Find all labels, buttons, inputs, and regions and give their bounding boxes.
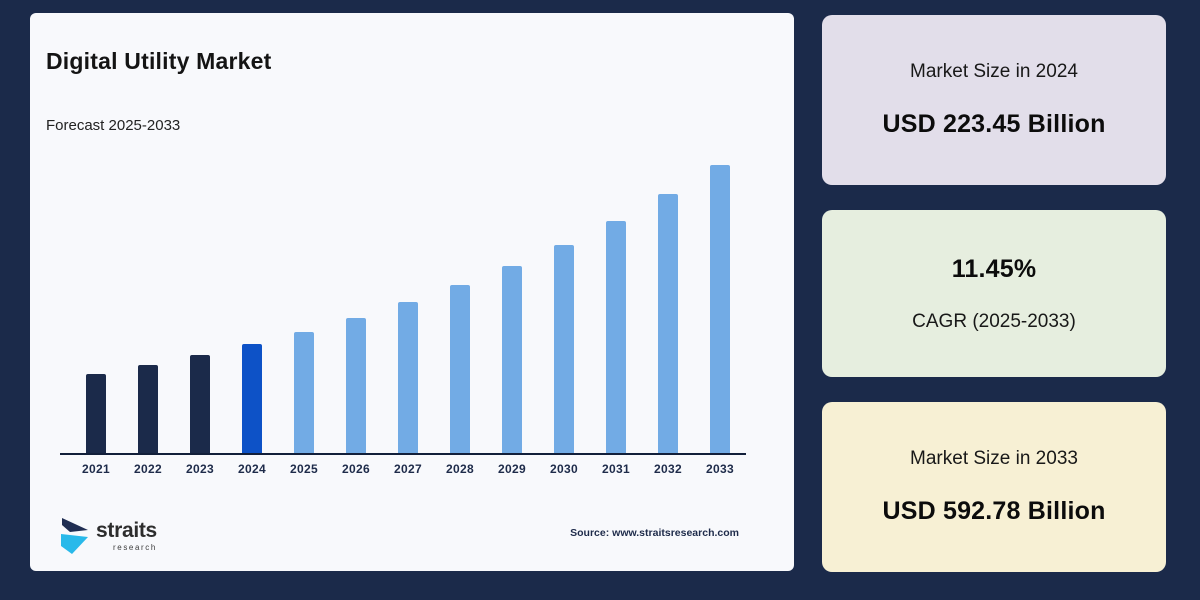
chart-subtitle: Forecast 2025-2033 (46, 117, 181, 134)
x-axis-label-2027: 2027 (394, 462, 422, 476)
stat-card-label: CAGR (2025-2033) (912, 310, 1076, 332)
bar-column-2029 (486, 266, 538, 453)
x-axis-label-2033: 2033 (706, 462, 734, 476)
bar-plot (60, 163, 746, 455)
bar-column-2031 (590, 221, 642, 453)
stat-card-value: 11.45% (951, 254, 1037, 283)
logo-text: straits research (96, 519, 157, 552)
x-axis-label-2025: 2025 (290, 462, 318, 476)
x-axis-label-2023: 2023 (186, 462, 214, 476)
bar-2024 (242, 344, 262, 453)
x-axis-label-2026: 2026 (342, 462, 370, 476)
logo-tagline: research (113, 542, 157, 552)
x-axis-labels: 2021 2022 2023 2024 2025 2026 2027 2028 2029 2030… (60, 462, 746, 476)
bar-2033 (710, 165, 730, 453)
bar-2026 (346, 318, 366, 453)
bar-column-2033 (694, 165, 746, 453)
bar-column-2023 (174, 355, 226, 453)
logo-name: straits (96, 519, 157, 543)
straits-research-logo: straits research (60, 517, 157, 555)
x-axis-label-2030: 2030 (550, 462, 578, 476)
stat-card-cagr: 11.45% CAGR (2025-2033) (822, 210, 1166, 377)
chart-panel: Digital Utility Market Forecast 2025-203… (30, 13, 794, 571)
bar-2032 (658, 194, 678, 453)
x-axis-label-2024: 2024 (238, 462, 266, 476)
stats-cards-column: Market Size in 2024 USD 223.45 Billion 1… (822, 15, 1166, 572)
stat-card-value: USD 223.45 Billion (882, 110, 1106, 138)
bar-column-2028 (434, 285, 486, 453)
bar-column-2022 (122, 365, 174, 453)
stat-card-market-size-2033: Market Size in 2033 USD 592.78 Billion (822, 402, 1166, 572)
x-axis-label-2022: 2022 (134, 462, 162, 476)
bar-column-2026 (330, 318, 382, 453)
bar-2022 (138, 365, 158, 453)
bar-column-2021 (70, 374, 122, 453)
stat-card-label: Market Size in 2024 (910, 61, 1078, 82)
x-axis-label-2021: 2021 (82, 462, 110, 476)
straits-logo-mark-icon (61, 518, 88, 554)
bar-2023 (190, 355, 210, 453)
bar-2021 (86, 374, 106, 453)
x-axis-label-2028: 2028 (446, 462, 474, 476)
chart-title: Digital Utility Market (46, 48, 272, 74)
bar-column-2030 (538, 245, 590, 453)
bar-2030 (554, 245, 574, 453)
x-axis-label-2032: 2032 (654, 462, 682, 476)
source-attribution: Source: www.straitsresearch.com (570, 527, 739, 539)
bar-column-2024 (226, 344, 278, 453)
bar-2031 (606, 221, 626, 453)
bar-2025 (294, 332, 314, 453)
bar-2028 (450, 285, 470, 453)
x-axis-label-2029: 2029 (498, 462, 526, 476)
bar-column-2025 (278, 332, 330, 453)
bar-2029 (502, 266, 522, 453)
bar-2027 (398, 302, 418, 453)
stat-card-label: Market Size in 2033 (910, 448, 1078, 469)
bar-column-2032 (642, 194, 694, 453)
bar-chart: 2021 2022 2023 2024 2025 2026 2027 2028 2029 2030… (60, 163, 746, 476)
stat-card-market-size-2024: Market Size in 2024 USD 223.45 Billion (822, 15, 1166, 185)
stat-card-value: USD 592.78 Billion (882, 497, 1106, 525)
bar-column-2027 (382, 302, 434, 453)
x-axis-label-2031: 2031 (602, 462, 630, 476)
